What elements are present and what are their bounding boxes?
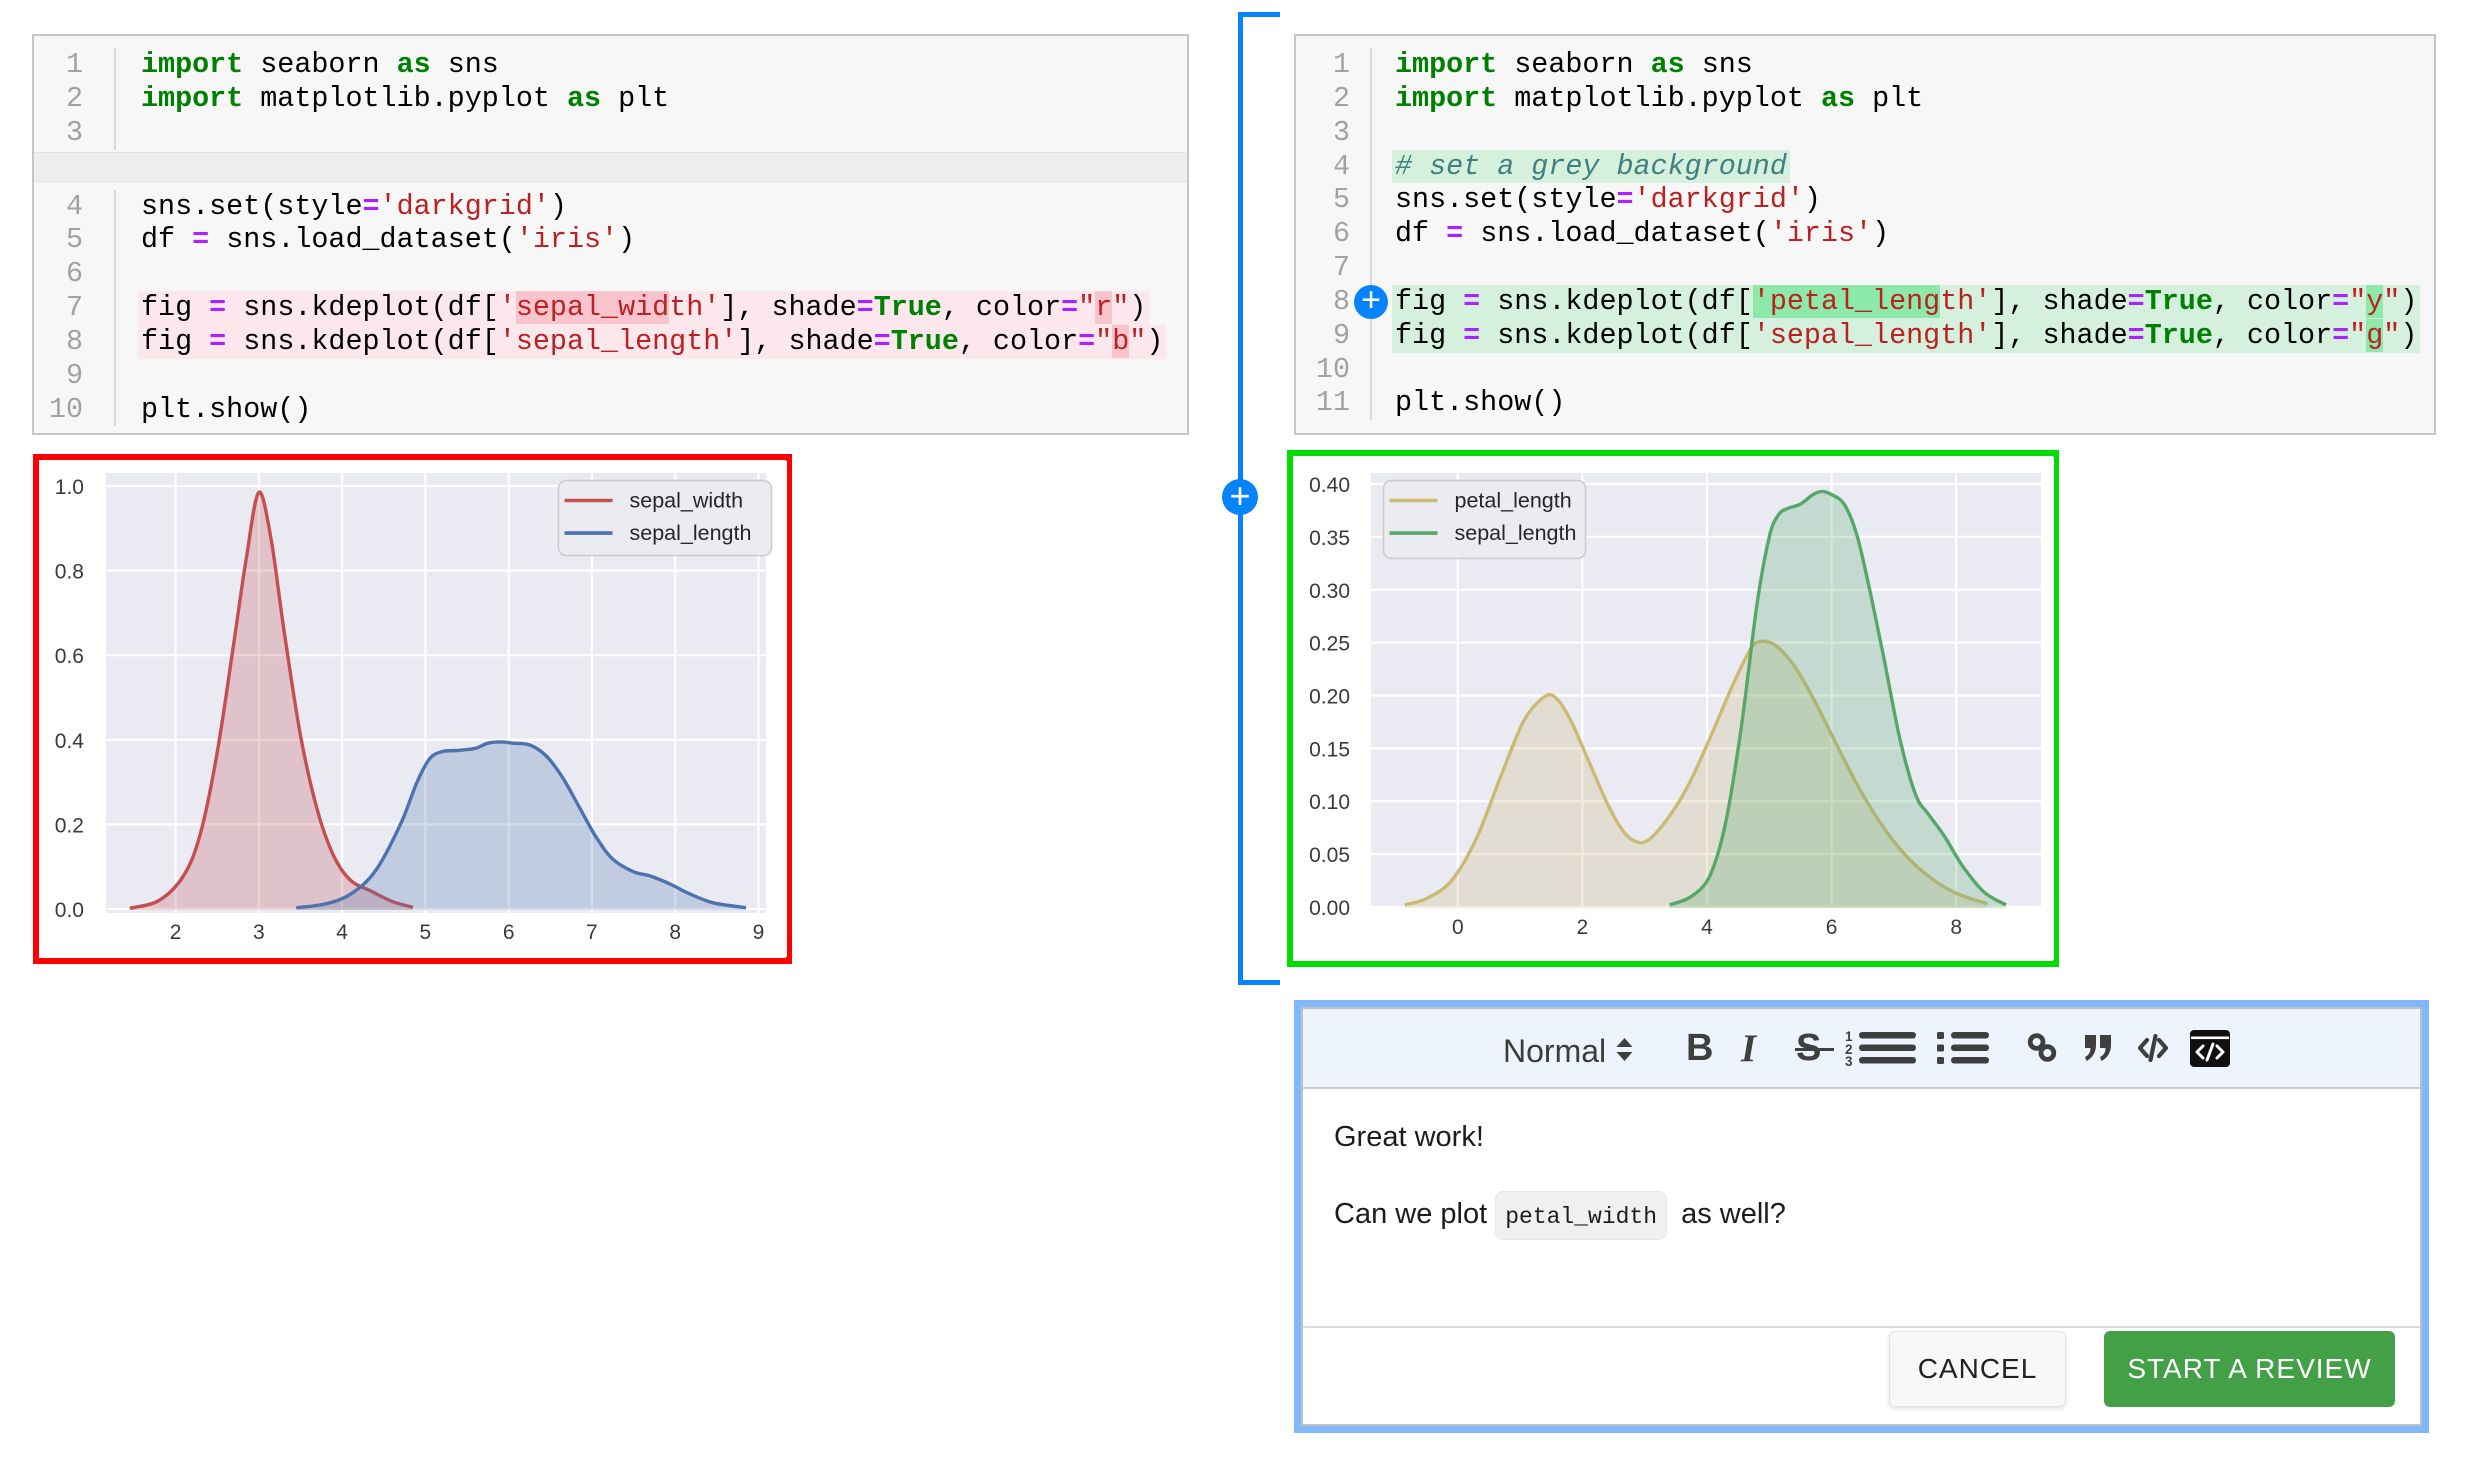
- svg-text:petal_length: petal_length: [1454, 488, 1571, 512]
- svg-text:0.05: 0.05: [1309, 844, 1350, 867]
- svg-text:0.00: 0.00: [1309, 897, 1350, 920]
- svg-text:3: 3: [1845, 1054, 1853, 1066]
- svg-text:0.30: 0.30: [1309, 579, 1350, 602]
- svg-text:4: 4: [336, 921, 348, 944]
- svg-text:sepal_length: sepal_length: [629, 521, 751, 545]
- svg-text:3: 3: [253, 921, 265, 944]
- svg-text:0.4: 0.4: [54, 729, 84, 752]
- svg-text:2: 2: [169, 921, 181, 944]
- svg-text:5: 5: [419, 921, 431, 944]
- svg-text:0.20: 0.20: [1309, 685, 1350, 708]
- svg-text:2: 2: [1845, 1042, 1853, 1057]
- svg-text:8: 8: [669, 921, 681, 944]
- svg-text:sepal_width: sepal_width: [629, 488, 743, 512]
- svg-text:0.6: 0.6: [54, 645, 83, 668]
- svg-text:7: 7: [586, 921, 598, 944]
- svg-text:0.40: 0.40: [1309, 474, 1350, 497]
- svg-text:6: 6: [502, 921, 514, 944]
- svg-text:8: 8: [1950, 916, 1962, 939]
- svg-text:0.8: 0.8: [54, 560, 83, 583]
- svg-text:0.10: 0.10: [1309, 791, 1350, 814]
- svg-text:6: 6: [1825, 916, 1837, 939]
- svg-text:0.35: 0.35: [1309, 526, 1350, 549]
- svg-text:2: 2: [1576, 916, 1588, 939]
- svg-text:1.0: 1.0: [54, 476, 83, 499]
- svg-text:0.25: 0.25: [1309, 632, 1350, 655]
- svg-text:sepal_length: sepal_length: [1454, 521, 1576, 545]
- svg-text:0.0: 0.0: [54, 899, 83, 922]
- svg-text:4: 4: [1701, 916, 1713, 939]
- svg-text:0.15: 0.15: [1309, 738, 1350, 761]
- svg-text:1: 1: [1845, 1030, 1853, 1044]
- svg-text:0: 0: [1451, 916, 1463, 939]
- svg-text:0.2: 0.2: [54, 814, 83, 837]
- svg-text:9: 9: [752, 921, 764, 944]
